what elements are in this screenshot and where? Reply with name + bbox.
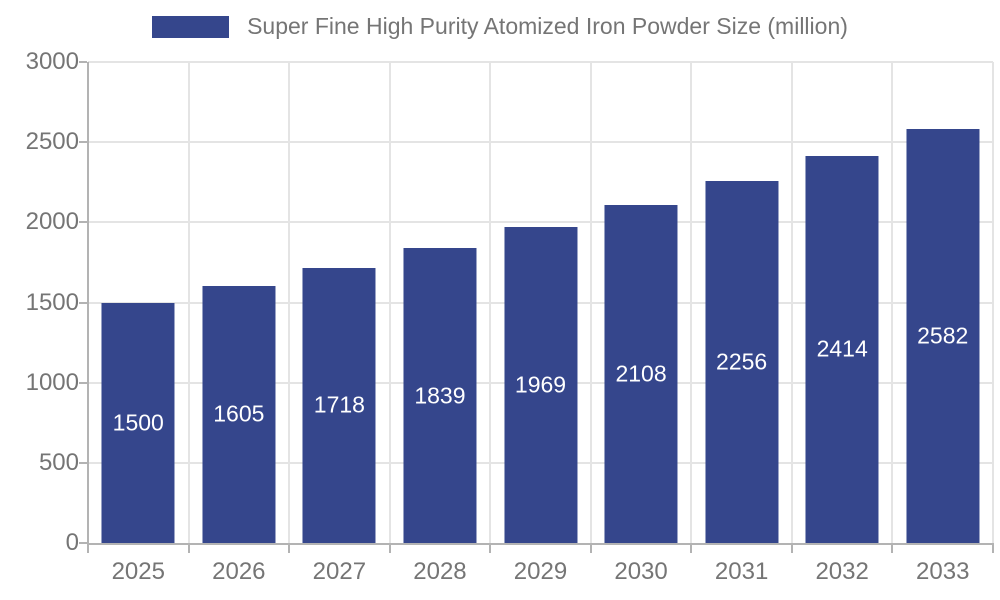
bar[interactable]: 1839 — [403, 248, 477, 543]
bar[interactable]: 2582 — [906, 129, 980, 543]
x-axis-label: 2033 — [916, 558, 970, 585]
bar[interactable]: 1969 — [503, 227, 578, 543]
bar[interactable]: 1718 — [302, 267, 376, 543]
x-axis-label: 2030 — [614, 558, 668, 585]
gridline-vertical — [690, 62, 693, 543]
bar[interactable]: 1605 — [202, 285, 276, 543]
chart-title: Super Fine High Purity Atomized Iron Pow… — [247, 13, 848, 39]
bar-value-label: 2256 — [716, 348, 768, 375]
x-axis: 2025 2026 2027 2028 2029 2030 2031 2032 2033 — [87, 545, 994, 600]
y-axis-tick — [79, 61, 87, 63]
bar[interactable]: 2256 — [705, 181, 779, 543]
x-axis-label: 2026 — [212, 558, 266, 585]
x-axis-label: 2025 — [111, 558, 165, 585]
gridline-horizontal — [88, 221, 993, 224]
x-axis-tick — [489, 545, 492, 553]
gridline-horizontal — [88, 61, 993, 63]
x-axis-tick — [891, 545, 894, 553]
x-axis-label: 2029 — [513, 558, 568, 585]
bar-value-label: 1605 — [213, 400, 265, 427]
y-axis-label: 500 — [38, 448, 79, 476]
bar-value-label: 2582 — [917, 322, 969, 349]
bar-value-label: 1969 — [514, 371, 567, 398]
x-axis-label: 2027 — [312, 558, 367, 585]
legend-swatch[interactable] — [152, 15, 230, 38]
x-axis-tick — [87, 545, 89, 553]
gridline-vertical — [388, 62, 391, 543]
bar-value-label: 1500 — [112, 409, 164, 436]
x-axis-line — [87, 543, 994, 545]
gridline-vertical — [288, 62, 291, 543]
x-axis-tick — [690, 545, 693, 553]
bar-value-label: 2108 — [615, 360, 667, 387]
y-axis-label: 2500 — [25, 128, 79, 156]
x-axis-tick — [992, 545, 994, 553]
y-axis: 0 500 1000 1500 2000 2500 3000 — [0, 50, 87, 555]
y-axis-label: 0 — [65, 529, 79, 556]
gridline-vertical — [489, 62, 492, 543]
gridline-vertical — [992, 62, 994, 543]
bar-value-label: 1839 — [414, 382, 466, 409]
y-axis-tick — [79, 461, 87, 464]
gridline-vertical — [589, 62, 592, 543]
y-axis-label: 2000 — [25, 208, 79, 236]
bar[interactable]: 2108 — [604, 205, 678, 543]
gridline-vertical — [891, 62, 894, 543]
x-axis-label: 2031 — [714, 558, 769, 585]
y-axis-tick — [79, 381, 87, 384]
y-axis-tick — [79, 141, 87, 144]
gridline-horizontal — [88, 141, 993, 144]
x-axis-tick — [589, 545, 592, 553]
x-axis-tick — [790, 545, 793, 553]
gridline-vertical — [187, 62, 190, 543]
y-axis-label: 3000 — [25, 48, 79, 75]
x-axis-tick — [388, 545, 391, 553]
x-axis-label: 2028 — [413, 558, 467, 585]
y-axis-tick — [79, 221, 87, 224]
x-axis-label: 2032 — [815, 558, 869, 585]
bar[interactable]: 1500 — [101, 302, 175, 543]
y-axis-line — [87, 62, 89, 545]
x-axis-tick — [187, 545, 190, 553]
plot-area: 1500 1605 1718 1839 1969 2108 2256 2414 2582 — [88, 61, 994, 543]
y-axis-tick — [79, 542, 87, 544]
gridline-vertical — [790, 62, 793, 543]
bar-value-label: 2414 — [816, 335, 868, 362]
bar[interactable]: 2414 — [805, 155, 879, 543]
y-axis-label: 1000 — [25, 368, 79, 396]
y-axis-label: 1500 — [25, 288, 79, 316]
y-axis-tick — [79, 301, 87, 304]
x-axis-tick — [288, 545, 291, 553]
bar-value-label: 1718 — [313, 391, 365, 418]
legend[interactable]: Super Fine High Purity Atomized Iron Pow… — [0, 13, 1000, 40]
